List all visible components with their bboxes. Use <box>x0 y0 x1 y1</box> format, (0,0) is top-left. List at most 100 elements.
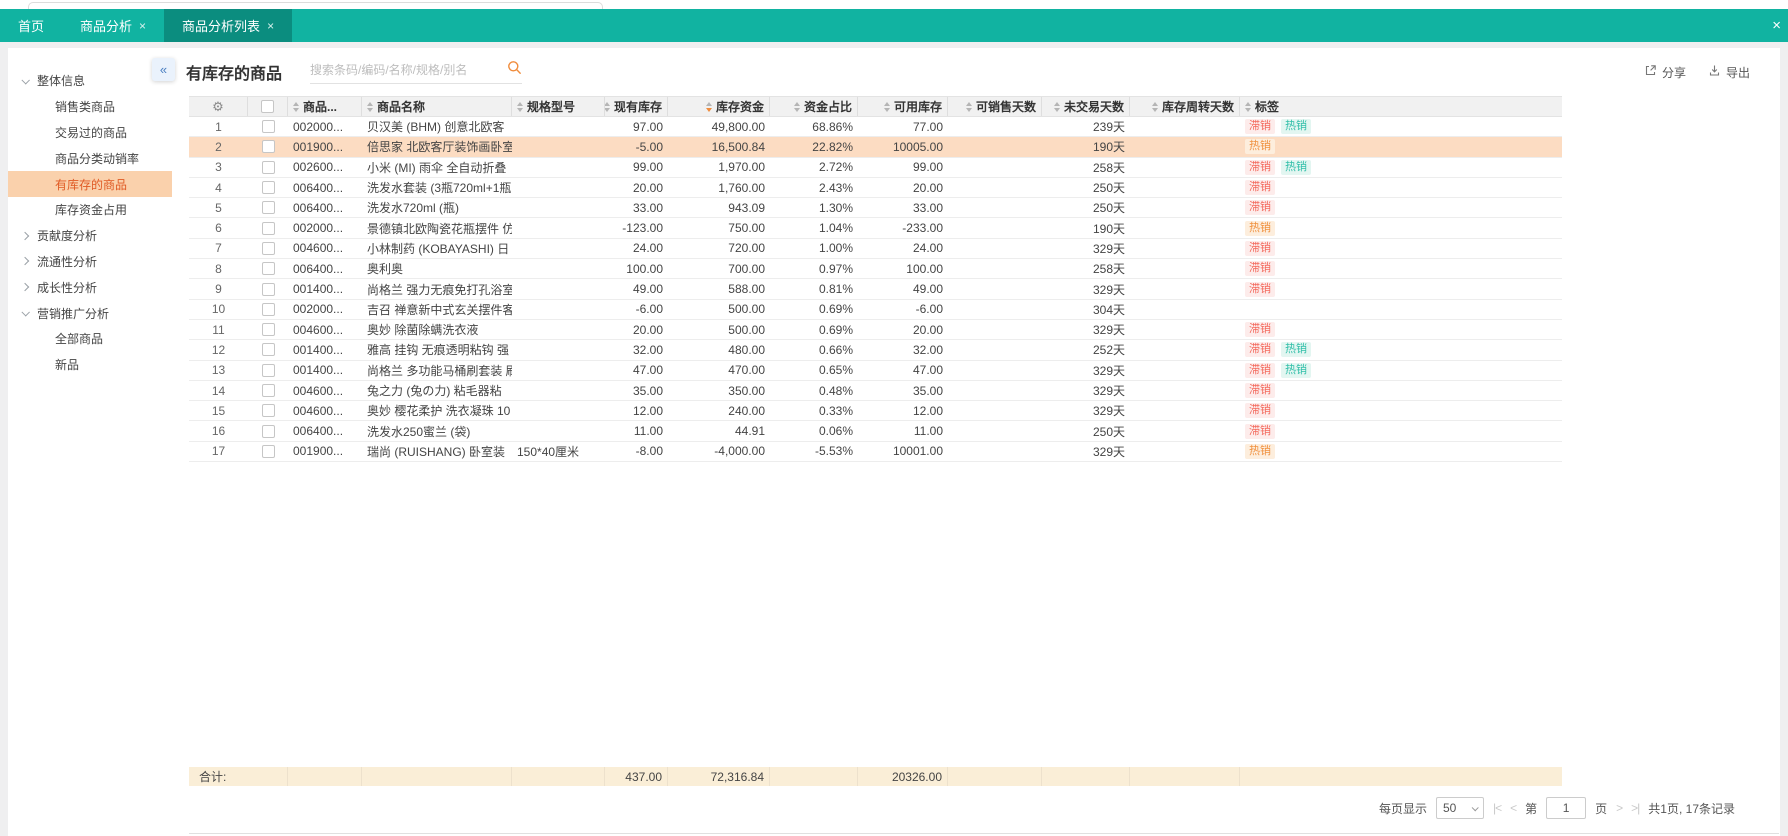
row-checkbox[interactable] <box>261 444 275 458</box>
table-row[interactable]: 12 001400... 雅高 挂钩 无痕透明粘钩 强 32.00 480.00… <box>189 340 1562 361</box>
row-checkbox-cell[interactable] <box>248 442 288 461</box>
column-header-sellable-days[interactable]: 可销售天数 <box>948 97 1042 116</box>
row-checkbox-cell[interactable] <box>248 259 288 278</box>
row-checkbox-cell[interactable] <box>248 401 288 420</box>
table-row[interactable]: 10 002000... 吉召 禅意新中式玄关摆件客 -6.00 500.00 … <box>189 300 1562 320</box>
sidebar-item-stock-fund-usage[interactable]: 库存资金占用 <box>8 197 172 223</box>
sidebar-item-category-sell-rate[interactable]: 商品分类动销率 <box>8 145 172 171</box>
no-trade-days: 329天 <box>1092 282 1125 297</box>
table-row[interactable]: 5 006400... 洗发水720ml (瓶) 33.00 943.09 1.… <box>189 198 1562 219</box>
column-header-fund[interactable]: 库存资金 <box>668 97 770 116</box>
table-row[interactable]: 1 002000... 贝汉美 (BHM) 创意北欧客 97.00 49,800… <box>189 117 1562 138</box>
sellable-days <box>948 401 1042 420</box>
row-checkbox-cell[interactable] <box>248 239 288 258</box>
row-checkbox-cell[interactable] <box>248 137 288 156</box>
tab-home[interactable]: 首页 <box>0 9 62 42</box>
search-icon[interactable] <box>507 60 522 80</box>
row-checkbox[interactable] <box>261 201 275 215</box>
row-checkbox-cell[interactable] <box>248 218 288 237</box>
row-checkbox[interactable] <box>261 160 275 174</box>
row-checkbox[interactable] <box>261 323 275 337</box>
row-checkbox[interactable] <box>261 302 275 316</box>
row-checkbox[interactable] <box>261 262 275 276</box>
column-header-available[interactable]: 可用库存 <box>858 97 948 116</box>
tab-product-analysis-list[interactable]: 商品分析列表 × <box>164 9 293 42</box>
column-settings-button[interactable]: ⚙ <box>189 97 248 116</box>
table-row[interactable]: 3 002600... 小米 (MI) 雨伞 全自动折叠 99.00 1,970… <box>189 158 1562 178</box>
row-checkbox-cell[interactable] <box>248 198 288 217</box>
row-checkbox[interactable] <box>261 181 275 195</box>
column-header-no-trade-days[interactable]: 未交易天数 <box>1042 97 1130 116</box>
sidebar-item-marketing-analysis[interactable]: 营销推广分析 <box>8 300 172 326</box>
sidebar-item-traded-products[interactable]: 交易过的商品 <box>8 120 172 146</box>
tab-product-analysis[interactable]: 商品分析 × <box>62 9 164 42</box>
share-button[interactable]: 分享 <box>1644 64 1686 81</box>
sidebar-item-all-products[interactable]: 全部商品 <box>8 326 172 352</box>
column-header-stock[interactable]: 现有库存 <box>605 97 668 116</box>
tab-close-icon[interactable]: × <box>139 18 147 33</box>
table-row[interactable]: 16 006400... 洗发水250蜜兰 (袋) 11.00 44.91 0.… <box>189 421 1562 442</box>
tab-close-icon[interactable]: × <box>267 18 275 33</box>
table-row[interactable]: 11 004600... 奥妙 除菌除螨洗衣液 20.00 500.00 0.6… <box>189 320 1562 341</box>
search-input[interactable] <box>310 63 508 77</box>
page-prefix: 第 <box>1525 801 1538 816</box>
sidebar-item-growth-analysis[interactable]: 成长性分析 <box>8 274 172 300</box>
row-checkbox[interactable] <box>261 221 275 235</box>
product-spec <box>512 401 605 420</box>
sidebar-item-overall-info[interactable]: 整体信息 <box>8 68 172 94</box>
sidebar-item-in-stock-products[interactable]: 有库存的商品 <box>8 171 172 197</box>
select-all-cell[interactable] <box>248 97 288 116</box>
row-checkbox-cell[interactable] <box>248 361 288 380</box>
table-row[interactable]: 2 001900... 倍思家 北欧客厅装饰画卧室 -5.00 16,500.8… <box>189 137 1562 158</box>
next-page-button[interactable]: > <box>1616 801 1623 815</box>
row-checkbox[interactable] <box>261 241 275 255</box>
column-header-tags[interactable]: 标签 <box>1240 97 1562 116</box>
row-checkbox[interactable] <box>261 343 275 357</box>
first-page-button[interactable]: |< <box>1492 801 1502 815</box>
row-checkbox-cell[interactable] <box>248 320 288 339</box>
row-checkbox[interactable] <box>261 140 275 154</box>
row-checkbox-cell[interactable] <box>248 279 288 298</box>
row-checkbox-cell[interactable] <box>248 178 288 197</box>
sidebar-item-new-products[interactable]: 新品 <box>8 352 172 378</box>
table-row[interactable]: 8 006400... 奥利奥 100.00 700.00 0.97% 100.… <box>189 259 1562 280</box>
row-checkbox[interactable] <box>261 282 275 296</box>
row-checkbox[interactable] <box>261 404 275 418</box>
row-checkbox-cell[interactable] <box>248 300 288 319</box>
tags-cell: 滞销 <box>1240 259 1562 278</box>
close-icon[interactable]: × <box>1772 17 1781 34</box>
column-header-code[interactable]: 商品... <box>288 97 362 116</box>
per-page-select[interactable]: 50 <box>1435 797 1484 819</box>
row-checkbox-cell[interactable] <box>248 381 288 400</box>
export-button[interactable]: 导出 <box>1708 64 1750 81</box>
sidebar-collapse-button[interactable]: « <box>152 58 175 81</box>
row-checkbox-cell[interactable] <box>248 340 288 359</box>
row-checkbox[interactable] <box>261 120 275 134</box>
column-header-spec[interactable]: 规格型号 <box>512 97 605 116</box>
column-header-turnover-days[interactable]: 库存周转天数 <box>1130 97 1240 116</box>
prev-page-button[interactable]: < <box>1510 801 1517 815</box>
column-header-ratio[interactable]: 资金占比 <box>770 97 858 116</box>
sidebar-item-sales-products[interactable]: 销售类商品 <box>8 94 172 120</box>
row-checkbox-cell[interactable] <box>248 158 288 177</box>
table-row[interactable]: 14 004600... 兔之力 (兔の力) 粘毛器粘 35.00 350.00… <box>189 381 1562 402</box>
no-trade-days: 250天 <box>1092 424 1125 439</box>
select-all-checkbox[interactable] <box>261 100 274 113</box>
row-checkbox-cell[interactable] <box>248 421 288 440</box>
table-row[interactable]: 9 001400... 尚格兰 强力无痕免打孔浴室 49.00 588.00 0… <box>189 279 1562 300</box>
table-row[interactable]: 4 006400... 洗发水套装 (3瓶720ml+1瓶 20.00 1,76… <box>189 178 1562 199</box>
table-row[interactable]: 7 004600... 小林制药 (KOBAYASHI) 日 24.00 720… <box>189 239 1562 260</box>
page-number-input[interactable]: 1 <box>1546 797 1587 819</box>
table-row[interactable]: 15 004600... 奥妙 樱花柔护 洗衣凝珠 10 12.00 240.0… <box>189 401 1562 422</box>
column-header-name[interactable]: 商品名称 <box>362 97 512 116</box>
table-row[interactable]: 6 002000... 景德镇北欧陶瓷花瓶摆件 仿 -123.00 750.00… <box>189 218 1562 239</box>
table-row[interactable]: 17 001900... 瑞尚 (RUISHANG) 卧室装 150*40厘米 … <box>189 442 1562 463</box>
row-checkbox[interactable] <box>261 384 275 397</box>
sidebar-item-contribution-analysis[interactable]: 贡献度分析 <box>8 223 172 249</box>
row-checkbox[interactable] <box>261 363 275 377</box>
row-checkbox[interactable] <box>261 424 275 438</box>
row-checkbox-cell[interactable] <box>248 117 288 136</box>
last-page-button[interactable]: >| <box>1631 801 1640 815</box>
table-row[interactable]: 13 001400... 尚格兰 多功能马桶刷套装 刷 47.00 470.00… <box>189 361 1562 381</box>
sidebar-item-circulation-analysis[interactable]: 流通性分析 <box>8 249 172 275</box>
